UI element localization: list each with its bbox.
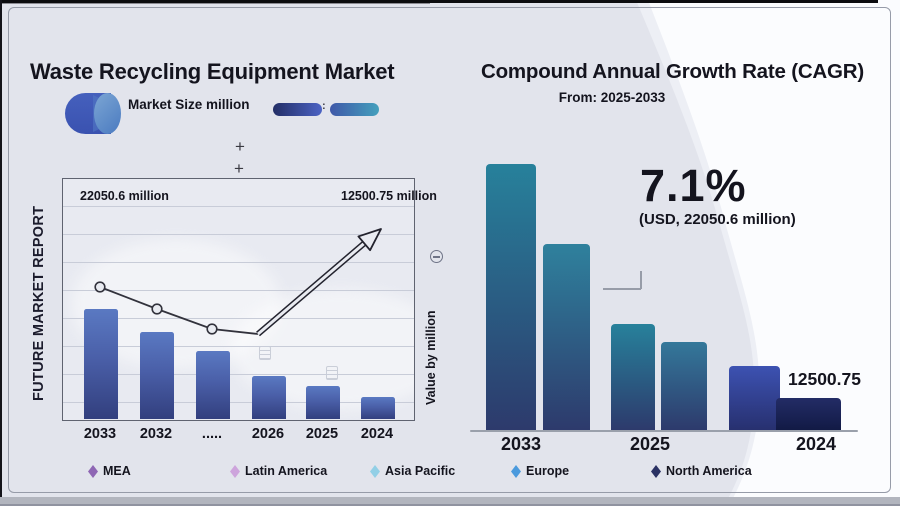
cagr-bar-secondary bbox=[661, 342, 707, 430]
market-size-bar bbox=[252, 376, 286, 419]
cagr-bar-secondary bbox=[776, 398, 841, 430]
market-size-bar bbox=[306, 386, 340, 419]
start-value-annotation: 22050.6 million bbox=[80, 189, 169, 203]
legend-item-label: Latin America bbox=[245, 464, 328, 478]
legend-item-label: Europe bbox=[526, 464, 570, 478]
cagr-bar-primary bbox=[729, 366, 780, 430]
x-axis-tick-label: 2025 bbox=[305, 426, 339, 442]
market-size-bar bbox=[196, 350, 230, 419]
market-size-bar bbox=[140, 332, 174, 419]
value-axis-label: Value by million bbox=[424, 310, 438, 406]
cylinder-icon bbox=[65, 93, 121, 134]
bar-value-annotation: 12500.75 bbox=[788, 369, 861, 389]
future-market-report-watermark: FUTURE MARKET REPORT bbox=[31, 205, 47, 401]
left-frame-line bbox=[0, 0, 2, 497]
x-axis-tick-label: 2024 bbox=[360, 426, 394, 442]
x-axis-tick-label: ..... bbox=[201, 426, 223, 442]
cagr-bar-primary bbox=[486, 164, 536, 430]
year-label: 2025 bbox=[629, 434, 671, 454]
legend-item-label: North America bbox=[666, 464, 752, 478]
gridline bbox=[63, 374, 414, 375]
plus-mark-top: + bbox=[235, 137, 245, 156]
left-panel-title: Waste Recycling Equipment Market bbox=[30, 59, 395, 84]
legend-item-label: Asia Pacific bbox=[385, 464, 456, 478]
year-label: 2024 bbox=[795, 434, 837, 454]
plus-mark-bottom: + bbox=[234, 159, 244, 178]
corner-mark-vertical bbox=[640, 271, 642, 289]
legend-diamond-icon bbox=[230, 465, 240, 478]
market-size-bar bbox=[84, 309, 118, 419]
legend-diamond-icon bbox=[88, 465, 98, 478]
legend-diamond-icon bbox=[511, 465, 521, 478]
gridline bbox=[63, 402, 414, 403]
right-chart-baseline bbox=[470, 430, 858, 432]
cagr-context: (USD, 22050.6 million) bbox=[639, 211, 796, 228]
cagr-bar-primary bbox=[611, 323, 655, 430]
market-size-legend-label: Market Size million bbox=[128, 97, 250, 112]
market-size-bar-chart bbox=[62, 178, 415, 421]
top-frame-line bbox=[0, 0, 878, 3]
gradient-pill-teal bbox=[330, 103, 379, 116]
end-value-annotation: 12500.75 million bbox=[341, 189, 437, 203]
pill-separator: : bbox=[322, 100, 326, 112]
legend-diamond-icon bbox=[370, 465, 380, 478]
gridline bbox=[63, 346, 414, 347]
year-label: 2033 bbox=[500, 434, 542, 454]
gradient-pill-navy bbox=[273, 103, 322, 116]
document-icon-watermark bbox=[259, 346, 271, 360]
document-icon-watermark bbox=[326, 366, 338, 380]
market-size-bar bbox=[361, 397, 395, 419]
x-axis-tick-label: 2026 bbox=[251, 426, 285, 442]
gridline bbox=[63, 206, 414, 207]
cylinder-cap bbox=[94, 93, 121, 134]
x-axis-tick-label: 2033 bbox=[83, 426, 117, 442]
x-axis-tick-label: 2032 bbox=[139, 426, 173, 442]
gridline bbox=[63, 290, 414, 291]
cagr-bar-secondary bbox=[543, 243, 590, 430]
cagr-value: 7.1% bbox=[640, 160, 747, 211]
right-panel-subtitle: From: 2025-2033 bbox=[558, 90, 666, 105]
right-panel-title: Compound Annual Growth Rate (CAGR) bbox=[480, 60, 865, 83]
top-frame-accent bbox=[0, 3, 430, 4]
gridline bbox=[63, 234, 414, 235]
gridline bbox=[63, 262, 414, 263]
circle-minus-icon bbox=[430, 250, 443, 263]
legend-item-label: MEA bbox=[103, 464, 131, 478]
corner-mark-horizontal bbox=[603, 288, 641, 290]
legend-diamond-icon bbox=[651, 465, 661, 478]
bottom-frame-strip bbox=[0, 497, 900, 506]
